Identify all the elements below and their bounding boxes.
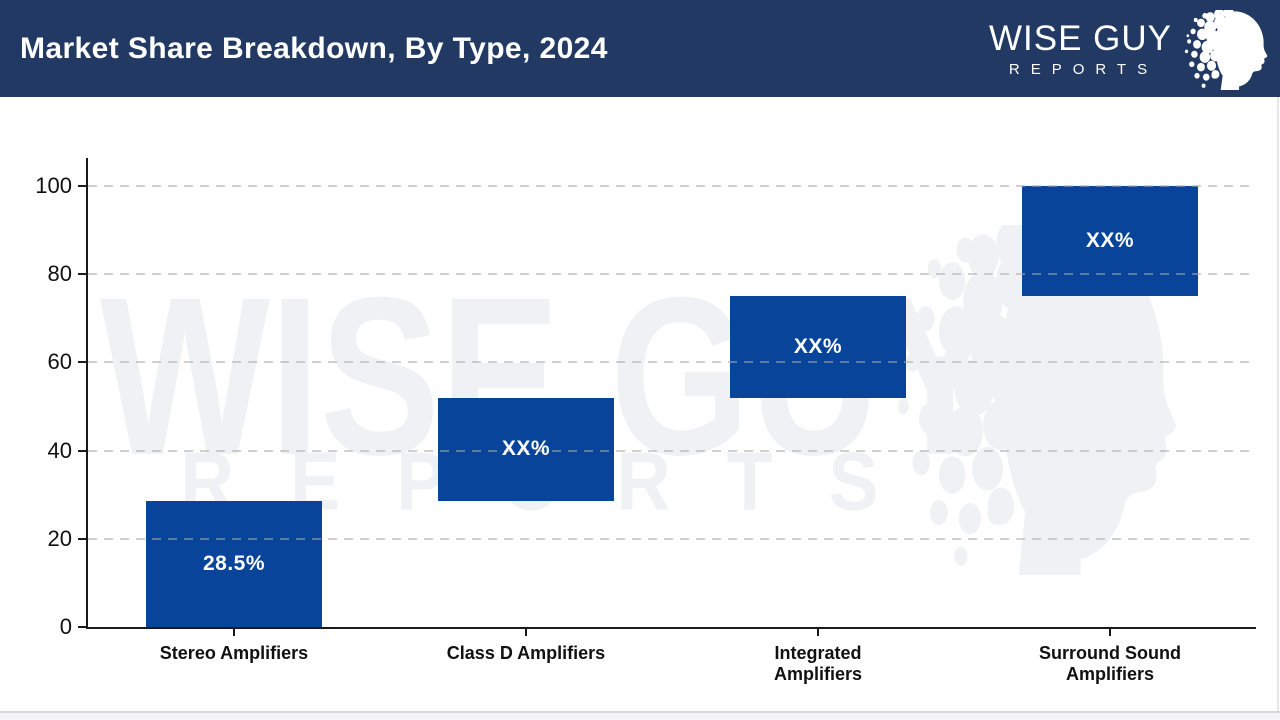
y-tick-label-40: 40 (47, 437, 72, 463)
bar-class-d-amplifiers (438, 397, 614, 502)
x-tick-mark-surround-sound-amplifiers (1109, 629, 1111, 636)
gridline-60 (88, 361, 1256, 364)
bar-value-label-surround-sound-amplifiers: XX% (1085, 229, 1135, 253)
header-bar: Market Share Breakdown, By Type, 2024 WI… (0, 0, 1280, 97)
footer-strip (0, 711, 1280, 720)
gridline-40 (88, 449, 1256, 452)
bar-stereo-amplifiers (146, 501, 322, 627)
y-tick-label-20: 20 (47, 525, 72, 551)
bar-integrated-amplifiers (730, 296, 906, 398)
y-tick-label-60: 60 (47, 349, 72, 375)
brand-text: WISE GUY REPORTS (989, 21, 1172, 78)
gridline-100 (88, 185, 1256, 187)
gridline-80 (88, 273, 1256, 276)
chart-title: Market Share Breakdown, By Type, 2024 (20, 31, 608, 65)
bar-value-label-class-d-amplifiers: XX% (501, 437, 551, 461)
y-tick-label-100: 100 (35, 173, 72, 198)
y-tick-label-0: 0 (59, 614, 72, 639)
x-tick-mark-class-d-amplifiers (525, 629, 527, 636)
y-tick-label-80: 80 (47, 261, 72, 287)
x-category-label-integrated-amplifiers: Integrated Amplifiers (773, 643, 863, 684)
bar-value-label-integrated-amplifiers: XX% (793, 334, 843, 358)
y-axis-line (86, 158, 88, 629)
y-tick-mark-20 (78, 537, 86, 540)
plot-area: 0 20 40 60 80 100 28.5% Stereo Amplifiers XX% Cla… (0, 97, 1280, 711)
chart-canvas: WISE GUY REPORTS 02040608010028.5%Stereo… (0, 97, 1280, 711)
x-category-label-surround-sound-amplifiers: Surround Sound Amplifiers (1039, 643, 1181, 684)
y-tick-mark-40 (78, 449, 86, 452)
brand-name: WISE GUY (988, 19, 1172, 58)
x-axis-line (86, 627, 1256, 629)
y-tick-mark-80 (78, 273, 86, 276)
y-tick-mark-60 (78, 361, 86, 364)
brand-tagline: REPORTS (1008, 61, 1159, 78)
y-tick-mark-0 (78, 626, 86, 628)
brand-head-icon (1184, 9, 1268, 90)
x-category-label-class-d-amplifiers: Class D Amplifiers (446, 643, 606, 663)
right-edge-line (1277, 97, 1279, 711)
x-tick-mark-integrated-amplifiers (817, 629, 819, 636)
x-tick-mark-stereo-amplifiers (233, 629, 235, 636)
brand-logo: WISE GUY REPORTS (989, 9, 1268, 90)
y-tick-mark-100 (78, 185, 86, 187)
x-category-label-stereo-amplifiers: Stereo Amplifiers (159, 643, 309, 663)
bar-value-label-stereo-amplifiers: 28.5% (202, 552, 266, 576)
gridline-20 (88, 537, 1256, 540)
